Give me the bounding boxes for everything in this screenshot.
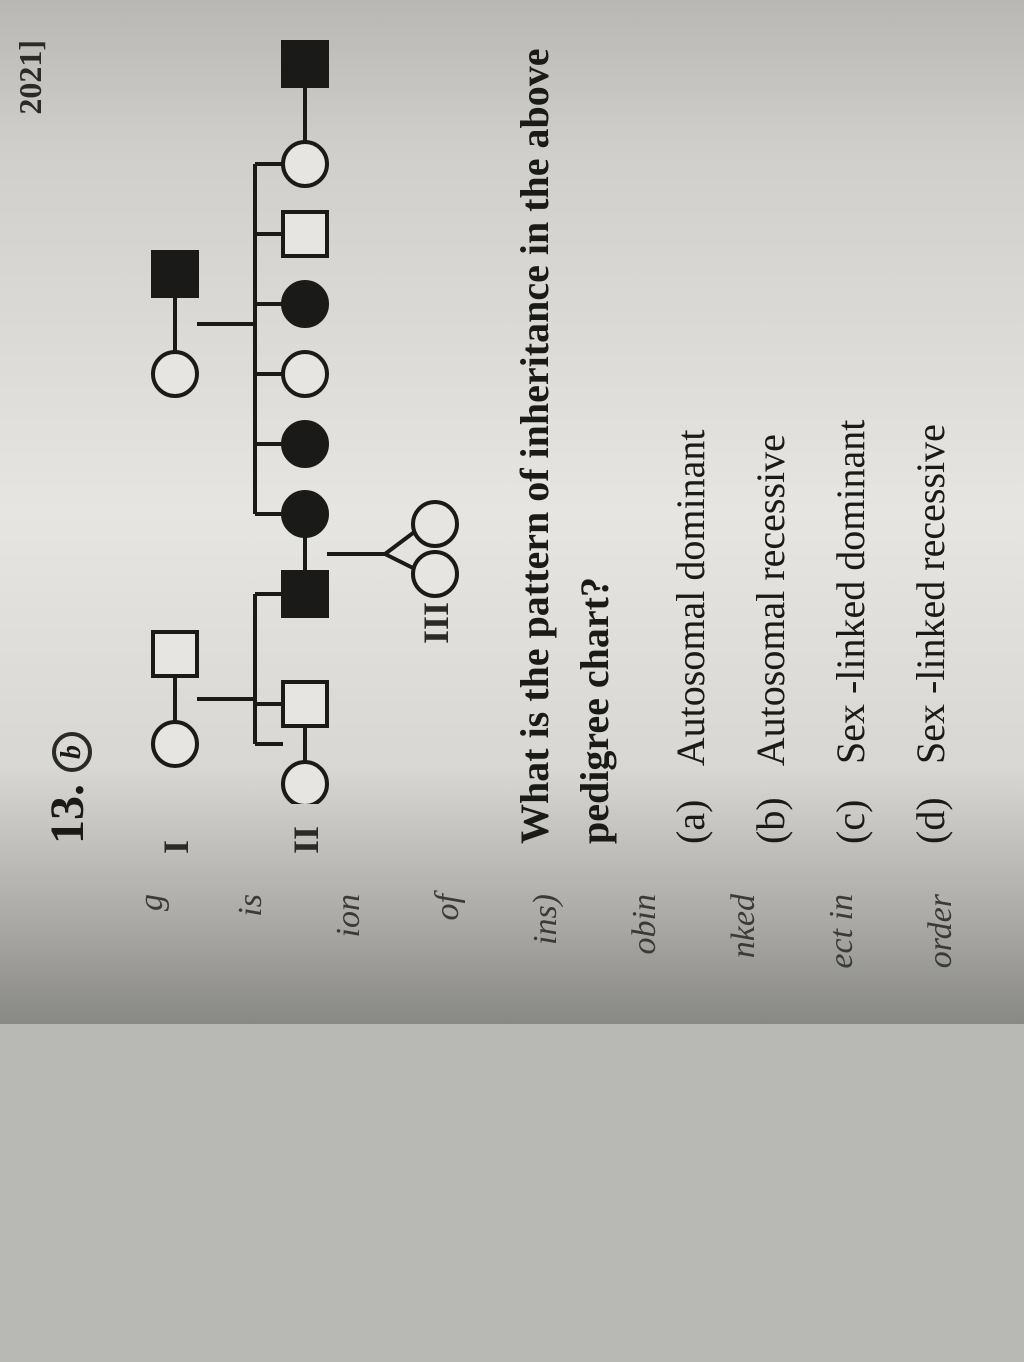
male-unaffected-icon: [153, 632, 197, 676]
female-unaffected-icon: [413, 552, 457, 596]
option-b: (b) Autosomal recessive: [735, 40, 807, 844]
margin-word: order: [909, 894, 974, 1014]
female-unaffected-icon: [413, 502, 457, 546]
female-affected-icon: [283, 492, 327, 536]
option-text: Sex -linked recessive: [908, 424, 953, 764]
option-letter: (a): [655, 774, 727, 844]
female-unaffected-icon: [283, 762, 327, 804]
margin-word: nked: [712, 894, 777, 1014]
question-number: 13.: [41, 784, 94, 844]
male-affected-icon: [283, 42, 327, 86]
margin-text-column: g is ion of ins) obin nked ect in order: [120, 894, 1007, 1014]
female-affected-icon: [283, 422, 327, 466]
option-letter: (c): [815, 774, 887, 844]
option-text: Sex -linked dominant: [828, 420, 873, 764]
option-c: (c) Sex -linked dominant: [815, 40, 887, 844]
option-letter: (d): [895, 774, 967, 844]
margin-word: of: [416, 894, 481, 1014]
male-affected-icon: [153, 252, 197, 296]
option-text: Autosomal dominant: [668, 430, 713, 767]
textbook-page: 2021] g is ion of ins) obin nked ect in …: [0, 0, 1024, 1024]
generation-label-2: II: [285, 826, 327, 854]
female-unaffected-icon: [283, 142, 327, 186]
circled-answer-mark: b: [52, 732, 92, 772]
female-affected-icon: [283, 282, 327, 326]
question-number-row: 13. b: [40, 40, 95, 844]
male-unaffected-icon: [283, 212, 327, 256]
option-a: (a) Autosomal dominant: [655, 40, 727, 844]
pedigree-svg: [115, 0, 475, 804]
option-d: (d) Sex -linked recessive: [895, 40, 967, 844]
generation-label-1: I: [155, 840, 197, 854]
pedigree-chart: I II III: [115, 40, 475, 804]
option-letter: (b): [735, 774, 807, 844]
question-stem: What is the pattern of inheritance in th…: [505, 40, 625, 844]
margin-word: is: [219, 894, 284, 1014]
male-affected-icon: [283, 572, 327, 616]
top-right-fragment: 2021]: [12, 40, 49, 115]
option-text: Autosomal recessive: [748, 434, 793, 766]
male-unaffected-icon: [283, 682, 327, 726]
margin-word: g: [120, 894, 185, 1014]
margin-word: ion: [317, 894, 382, 1014]
female-unaffected-icon: [283, 352, 327, 396]
female-unaffected-icon: [153, 352, 197, 396]
female-unaffected-icon: [153, 722, 197, 766]
margin-word: obin: [613, 894, 678, 1014]
generation-label-3: III: [415, 602, 457, 644]
margin-word: ins): [514, 894, 579, 1014]
margin-word: ect in: [810, 894, 875, 1014]
